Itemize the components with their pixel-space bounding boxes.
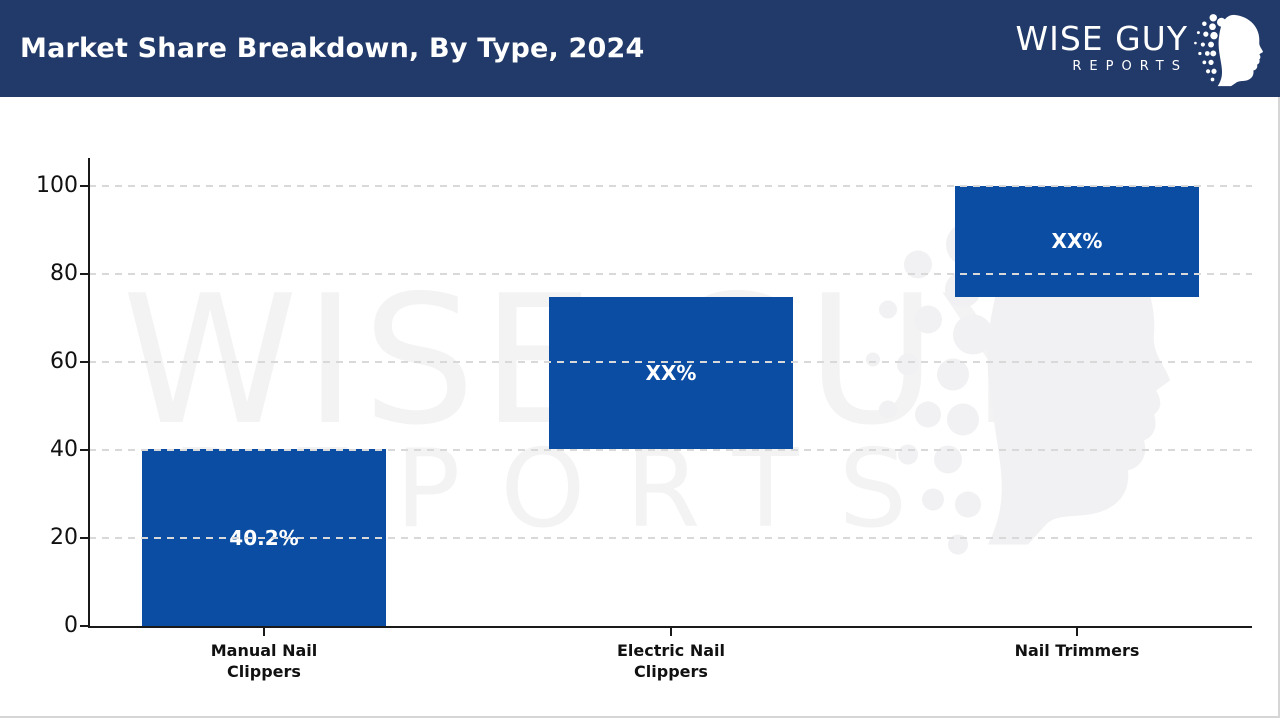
brand-face-icon (1194, 14, 1264, 87)
x-axis-tick (670, 628, 672, 636)
bar-segment: XX% (549, 296, 793, 450)
x-axis-tick (1076, 628, 1078, 636)
y-axis-tick-label: 80 (50, 261, 78, 286)
gridline-80 (89, 273, 1252, 275)
brand-name: WISE GUY (1015, 19, 1188, 58)
y-axis-tick (80, 449, 88, 451)
x-axis-tick (263, 628, 265, 636)
y-axis-tick (80, 625, 88, 627)
y-axis-tick-label: 20 (50, 525, 78, 550)
category-label: Nail Trimmers (1014, 641, 1140, 660)
y-axis-line (88, 158, 90, 626)
y-axis-tick (80, 185, 88, 187)
frame-right-edge (1278, 97, 1280, 718)
gridline-40 (89, 449, 1252, 451)
y-axis-tick (80, 361, 88, 363)
page-title: Market Share Breakdown, By Type, 2024 (20, 33, 645, 64)
y-axis-tick-label: 100 (36, 173, 78, 198)
gridline-60 (89, 361, 1252, 363)
category-label: Electric Nail Clippers (617, 641, 725, 681)
y-axis-tick (80, 273, 88, 275)
y-axis-tick (80, 537, 88, 539)
brand-subname: REPORTS (1072, 59, 1188, 74)
y-axis-tick-label: 60 (50, 349, 78, 374)
gridline-100 (89, 185, 1252, 187)
y-axis-tick-label: 40 (50, 437, 78, 462)
gridline-20 (89, 537, 1252, 539)
brand-logo: WISE GUY REPORTS (1006, 6, 1266, 92)
y-axis-tick-label: 0 (64, 613, 78, 638)
brand-wordmark: WISE GUY REPORTS (1015, 19, 1188, 75)
chart-plot-area: 0 20 40 60 80 100 40.2% Manual Nail Clippers XX%… (0, 97, 1280, 720)
bar-value-label: XX% (1051, 229, 1103, 254)
frame-bottom-edge (0, 716, 1280, 718)
bar-value-label: XX% (645, 360, 697, 385)
category-label: Manual Nail Clippers (210, 641, 318, 681)
header-bar: Market Share Breakdown, By Type, 2024 WI… (0, 0, 1280, 97)
bar-segment: XX% (955, 186, 1199, 297)
x-axis-line (88, 626, 1252, 628)
